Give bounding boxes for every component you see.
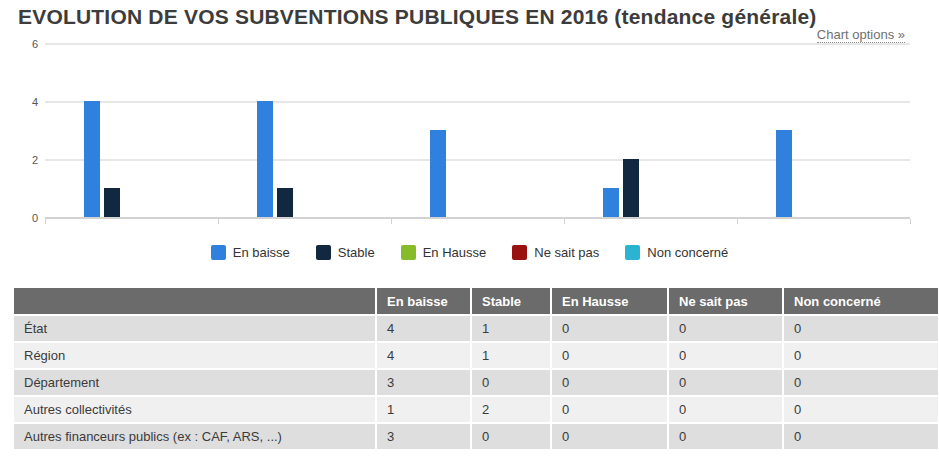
value-cell: 0 <box>551 315 668 342</box>
legend-swatch-icon <box>211 245 226 260</box>
value-cell: 0 <box>783 423 938 450</box>
value-cell: 0 <box>783 315 938 342</box>
y-axis-tick-label: 2 <box>18 154 38 166</box>
value-cell: 3 <box>376 369 471 396</box>
legend-item[interactable]: Non concerné <box>625 245 728 260</box>
row-label-cell: Autres collectivités <box>14 396 376 423</box>
value-cell: 0 <box>551 423 668 450</box>
page-title: EVOLUTION DE VOS SUBVENTIONS PUBLIQUES E… <box>18 5 817 29</box>
value-cell: 0 <box>551 342 668 369</box>
x-axis-line <box>45 217 910 219</box>
legend-swatch-icon <box>316 245 331 260</box>
legend-swatch-icon <box>625 245 640 260</box>
chart-bar[interactable] <box>104 188 120 217</box>
value-cell: 4 <box>376 315 471 342</box>
table-header-cell: En baisse <box>376 288 471 315</box>
table-row: Région41000 <box>14 342 938 369</box>
chart-bar[interactable] <box>603 188 619 217</box>
value-cell: 2 <box>471 396 551 423</box>
value-cell: 4 <box>376 342 471 369</box>
legend-label: Stable <box>338 245 375 260</box>
value-cell: 1 <box>471 315 551 342</box>
legend-swatch-icon <box>401 245 416 260</box>
x-axis-tick <box>45 219 46 224</box>
table-header-cell: Stable <box>471 288 551 315</box>
row-label-cell: Région <box>14 342 376 369</box>
gridline <box>45 101 910 103</box>
chart-bar[interactable] <box>277 188 293 217</box>
value-cell: 0 <box>551 369 668 396</box>
bar-chart: 0 2 4 6 <box>0 36 939 268</box>
value-cell: 0 <box>783 342 938 369</box>
chart-bar[interactable] <box>776 130 792 217</box>
value-cell: 0 <box>783 369 938 396</box>
chart-bar[interactable] <box>623 159 639 217</box>
value-cell: 0 <box>471 369 551 396</box>
value-cell: 0 <box>551 396 668 423</box>
y-axis-tick-label: 4 <box>18 96 38 108</box>
value-cell: 0 <box>471 423 551 450</box>
legend-label: Ne sait pas <box>534 245 599 260</box>
table-header-row: En baisseStableEn HausseNe sait pasNon c… <box>14 288 938 315</box>
y-axis-tick-label: 6 <box>18 38 38 50</box>
x-axis-tick <box>391 219 392 224</box>
chart-legend: En baisse Stable En Hausse Ne sait pas Non c… <box>0 243 939 261</box>
data-table: En baisseStableEn HausseNe sait pasNon c… <box>14 288 938 451</box>
table-row: État41000 <box>14 315 938 342</box>
row-label-cell: Autres financeurs publics (ex : CAF, ARS… <box>14 423 376 450</box>
chart-bar[interactable] <box>257 101 273 217</box>
value-cell: 0 <box>668 423 783 450</box>
legend-label: Non concerné <box>647 245 728 260</box>
x-axis-tick <box>737 219 738 224</box>
x-axis-tick <box>218 219 219 224</box>
value-cell: 0 <box>783 396 938 423</box>
legend-label: En Hausse <box>423 245 487 260</box>
legend-label: En baisse <box>233 245 290 260</box>
value-cell: 0 <box>668 369 783 396</box>
value-cell: 0 <box>668 342 783 369</box>
x-axis-tick <box>564 219 565 224</box>
table-row: Autres collectivités12000 <box>14 396 938 423</box>
x-axis-tick <box>910 219 911 224</box>
table-row: Autres financeurs publics (ex : CAF, ARS… <box>14 423 938 450</box>
table-header-cell: Non concerné <box>783 288 938 315</box>
table-header-cell <box>14 288 376 315</box>
chart-bar[interactable] <box>84 101 100 217</box>
gridline <box>45 43 910 45</box>
row-label-cell: Département <box>14 369 376 396</box>
legend-item[interactable]: Ne sait pas <box>512 245 599 260</box>
table-header-cell: En Hausse <box>551 288 668 315</box>
value-cell: 1 <box>376 396 471 423</box>
value-cell: 1 <box>471 342 551 369</box>
chart-bar[interactable] <box>430 130 446 217</box>
table-header-cell: Ne sait pas <box>668 288 783 315</box>
legend-swatch-icon <box>512 245 527 260</box>
value-cell: 0 <box>668 315 783 342</box>
row-label-cell: État <box>14 315 376 342</box>
value-cell: 0 <box>668 396 783 423</box>
table-row: Département30000 <box>14 369 938 396</box>
legend-item[interactable]: Stable <box>316 245 375 260</box>
value-cell: 3 <box>376 423 471 450</box>
legend-item[interactable]: En baisse <box>211 245 290 260</box>
legend-item[interactable]: En Hausse <box>401 245 487 260</box>
y-axis-tick-label: 0 <box>18 212 38 224</box>
